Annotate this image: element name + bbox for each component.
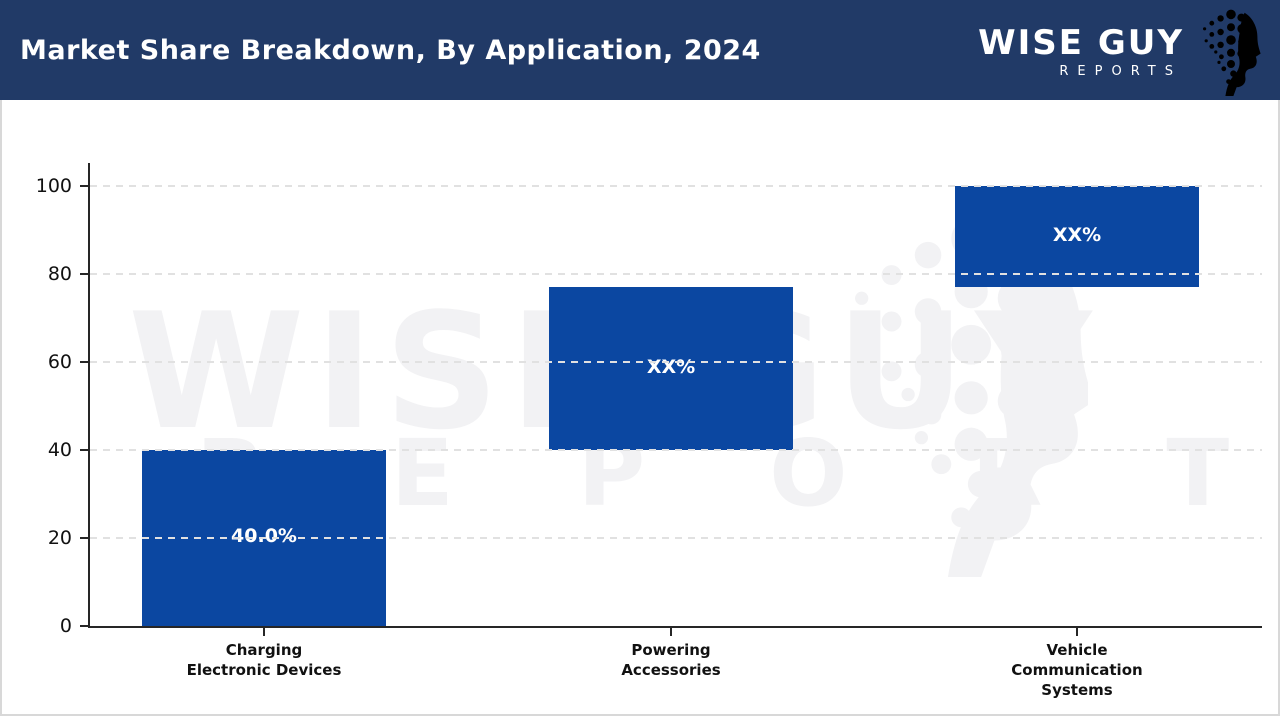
x-tick-mark <box>263 628 265 636</box>
y-tick-label: 0 <box>59 615 72 637</box>
y-tick-mark <box>80 361 88 363</box>
category-label-line: Electronic Devices <box>186 661 342 679</box>
page-title: Market Share Breakdown, By Application, … <box>20 34 761 66</box>
y-tick-mark <box>80 537 88 539</box>
gridline <box>90 273 1262 275</box>
y-tick-mark <box>80 185 88 187</box>
x-axis-line <box>88 626 1262 628</box>
category-label-line: Systems <box>1041 681 1113 699</box>
y-tick-label: 100 <box>35 175 72 197</box>
x-tick-mark <box>670 628 672 636</box>
y-tick-mark <box>80 625 88 627</box>
bar-value-label: XX% <box>646 355 696 378</box>
wise-guy-reports-logo: WISE GUY REPORTS <box>978 6 1266 98</box>
y-axis-line <box>88 163 90 628</box>
gridline <box>90 361 1262 363</box>
category-label: Charging Electronic Devices <box>124 640 404 680</box>
category-label: Powering Accessories <box>531 640 811 680</box>
bar-value-label: 40.0% <box>231 525 297 547</box>
y-tick-mark <box>80 449 88 451</box>
header-bar: Market Share Breakdown, By Application, … <box>0 0 1280 100</box>
category-label-line: Vehicle <box>1046 641 1108 659</box>
gridline <box>90 185 1262 187</box>
gridline <box>90 537 1262 539</box>
logo-head-icon <box>1203 9 1261 96</box>
y-tick-mark <box>80 273 88 275</box>
y-tick-label: 60 <box>47 351 72 373</box>
category-label-line: Charging <box>225 641 303 659</box>
bar-value-label: XX% <box>1052 223 1102 246</box>
category-label: Vehicle Communication Systems <box>937 640 1217 700</box>
category-label-line: Communication <box>1011 661 1143 679</box>
category-label-line: Powering <box>631 641 711 659</box>
y-tick-label: 80 <box>47 263 72 285</box>
logo-reports-label: REPORTS <box>1059 64 1182 79</box>
gridline <box>90 449 1262 451</box>
x-tick-mark <box>1076 628 1078 636</box>
y-tick-label: 40 <box>47 439 72 461</box>
bar-segment: XX% <box>955 186 1199 288</box>
logo-text: WISE GUY REPORTS <box>978 25 1184 79</box>
bar-segment: XX% <box>549 287 793 450</box>
y-tick-label: 20 <box>47 527 72 549</box>
logo-wiseguy-label: WISE GUY <box>978 23 1184 63</box>
category-label-line: Accessories <box>621 661 721 679</box>
